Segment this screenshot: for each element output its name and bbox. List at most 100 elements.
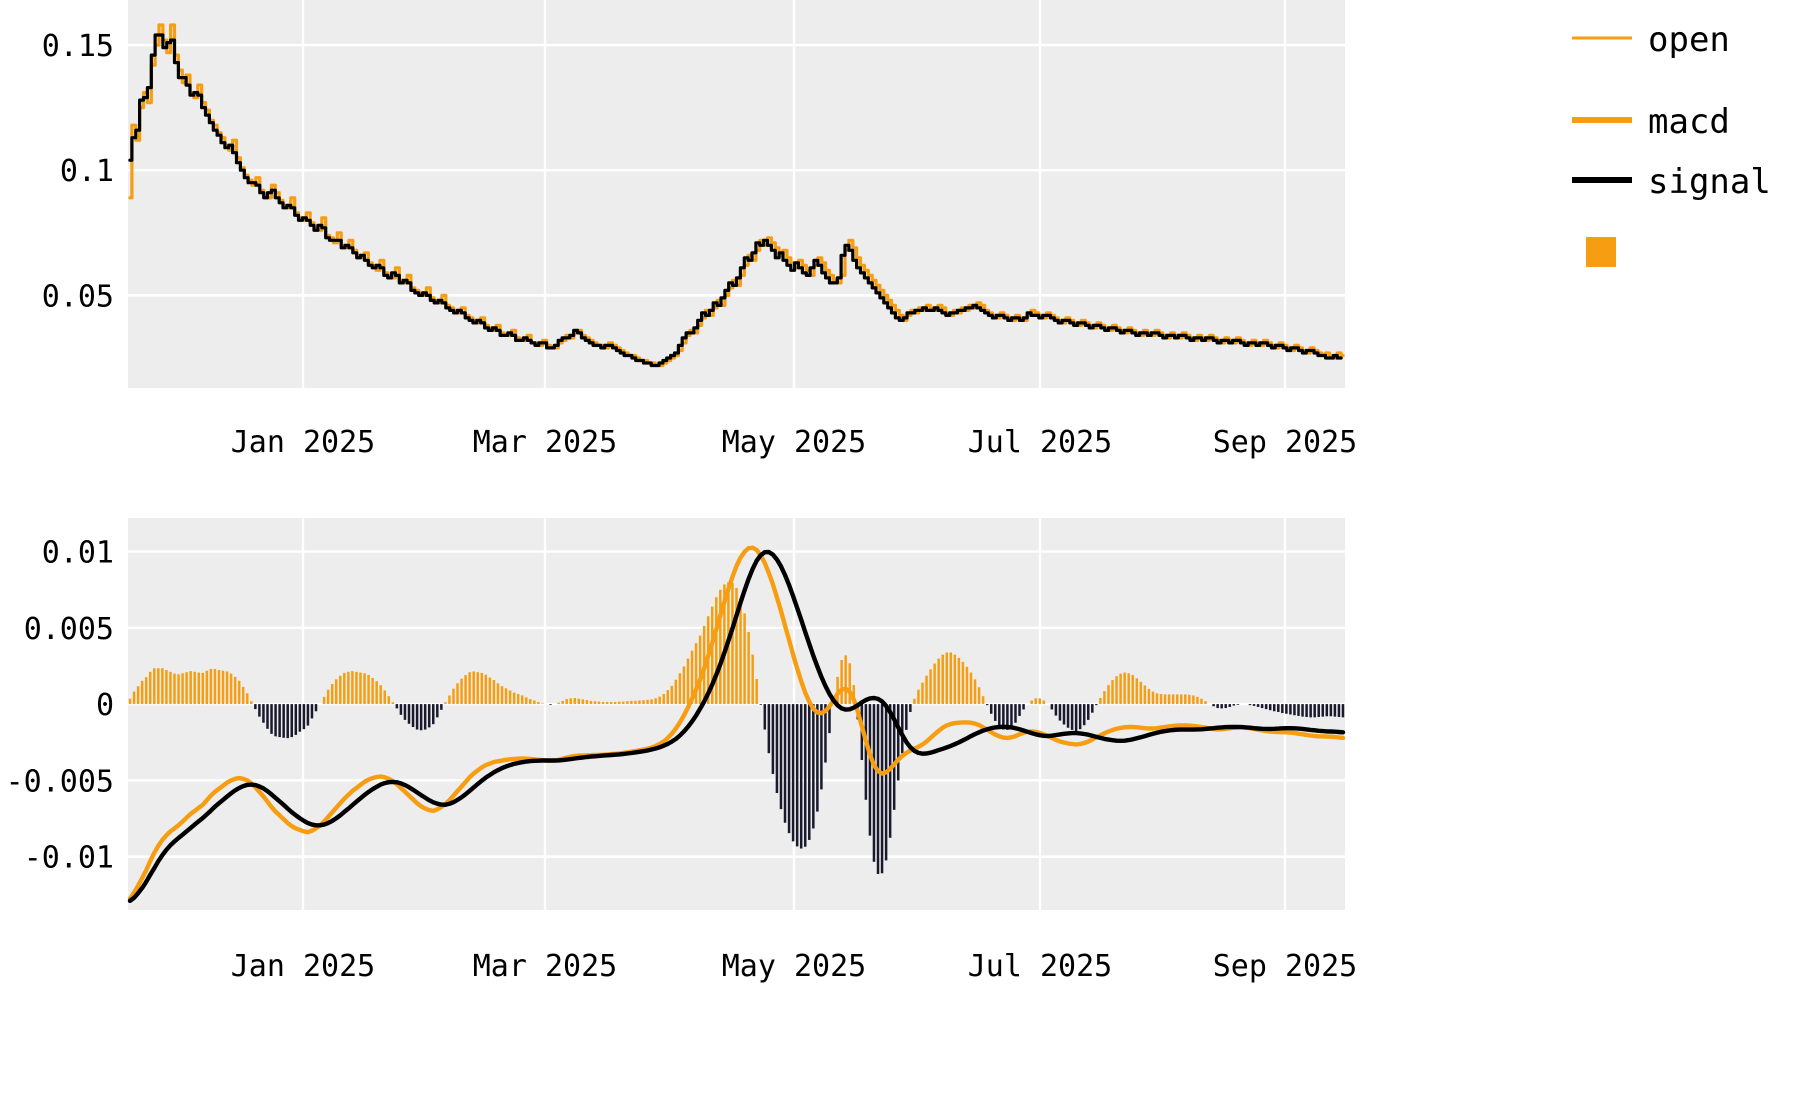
y-tick-label: 0 bbox=[96, 688, 114, 723]
histogram-bar bbox=[387, 696, 391, 705]
histogram-bar bbox=[492, 680, 496, 705]
y-tick-label: 0.1 bbox=[60, 154, 114, 189]
histogram-bar bbox=[1159, 694, 1163, 705]
histogram-bar bbox=[1297, 704, 1300, 716]
histogram-bar bbox=[1115, 676, 1118, 705]
histogram-bar bbox=[181, 673, 184, 705]
histogram-bar bbox=[1268, 704, 1272, 711]
x-tick-label: Jan 2025 bbox=[231, 425, 376, 460]
histogram-bar bbox=[375, 681, 378, 705]
histogram-bar bbox=[763, 704, 767, 730]
histogram-bar bbox=[933, 663, 936, 705]
legend-patch-swatch bbox=[1586, 237, 1616, 267]
histogram-bar bbox=[783, 704, 787, 823]
histogram-bar bbox=[731, 582, 734, 705]
histogram-bar bbox=[577, 698, 581, 705]
histogram-bar bbox=[322, 696, 326, 705]
histogram-bar bbox=[1050, 704, 1054, 710]
histogram-bar bbox=[642, 700, 645, 705]
histogram-bar bbox=[585, 700, 589, 705]
legend-entry[interactable]: signal bbox=[1572, 162, 1771, 202]
histogram-bar bbox=[1196, 696, 1199, 705]
histogram-bar bbox=[250, 701, 253, 705]
histogram-bar bbox=[423, 704, 427, 730]
histogram-bar bbox=[302, 704, 306, 730]
histogram-bar bbox=[1175, 694, 1179, 705]
histogram-bar bbox=[803, 704, 807, 847]
histogram-bar bbox=[351, 671, 354, 705]
histogram-bar bbox=[650, 699, 653, 705]
histogram-bar bbox=[185, 672, 188, 705]
histogram-bar bbox=[298, 704, 302, 732]
histogram-bar bbox=[840, 659, 843, 705]
histogram-bar bbox=[136, 686, 140, 705]
histogram-bar bbox=[597, 701, 601, 705]
y-tick-label: -0.005 bbox=[6, 764, 114, 799]
histogram-bar bbox=[719, 589, 722, 705]
histogram-bar bbox=[399, 704, 403, 715]
histogram-bar bbox=[330, 684, 334, 705]
y-tick-label: 0.005 bbox=[24, 612, 114, 647]
histogram-bar bbox=[1074, 704, 1078, 731]
histogram-bar bbox=[1313, 704, 1316, 718]
histogram-bar bbox=[654, 698, 657, 705]
histogram-bar bbox=[1014, 704, 1017, 723]
histogram-bar bbox=[1184, 694, 1187, 705]
histogram-bar bbox=[359, 672, 362, 705]
histogram-bar bbox=[1034, 698, 1037, 705]
histogram-bar bbox=[440, 704, 443, 710]
histogram-bar bbox=[201, 672, 205, 705]
histogram-bar bbox=[173, 673, 176, 705]
series-close bbox=[128, 33, 1343, 368]
histogram-bar bbox=[460, 678, 463, 705]
histogram-bar bbox=[816, 704, 819, 812]
histogram-bar bbox=[767, 704, 771, 754]
histogram-bar bbox=[520, 695, 524, 705]
histogram-bar bbox=[698, 635, 702, 705]
histogram-bar bbox=[448, 695, 451, 705]
legend-entry[interactable] bbox=[1586, 237, 1616, 267]
histogram-bar bbox=[504, 688, 508, 705]
histogram-bar bbox=[613, 701, 617, 705]
histogram-bar bbox=[581, 699, 585, 705]
histogram-bar bbox=[985, 704, 989, 706]
histogram-bar bbox=[1256, 704, 1260, 707]
histogram-bar bbox=[609, 701, 613, 705]
histogram-bar bbox=[1018, 704, 1021, 716]
histogram-bar bbox=[884, 704, 888, 861]
histogram-bar bbox=[383, 690, 386, 705]
histogram-bar bbox=[1143, 685, 1147, 705]
histogram-bar bbox=[1329, 704, 1333, 717]
histogram-bar bbox=[468, 672, 471, 705]
macd-histogram bbox=[128, 582, 1345, 874]
histogram-bar bbox=[1022, 704, 1025, 710]
histogram-bar bbox=[1006, 704, 1009, 730]
histogram-bar bbox=[246, 693, 249, 705]
histogram-bar bbox=[1216, 704, 1219, 709]
histogram-bar bbox=[872, 704, 876, 862]
histogram-bar bbox=[161, 668, 164, 705]
histogram-bar bbox=[1147, 689, 1151, 705]
histogram-bar bbox=[533, 700, 536, 705]
histogram-bar bbox=[953, 654, 957, 705]
legend-entry[interactable]: open bbox=[1572, 20, 1730, 60]
histogram-bar bbox=[751, 654, 754, 705]
histogram-bar bbox=[334, 679, 338, 705]
histogram-bar bbox=[905, 704, 908, 730]
histogram-bar bbox=[965, 666, 969, 705]
histogram-bar bbox=[488, 677, 492, 705]
histogram-bar bbox=[921, 682, 924, 705]
histogram-bar bbox=[355, 671, 358, 705]
histogram-bar bbox=[795, 704, 799, 847]
histogram-bar bbox=[994, 704, 997, 721]
legend-entry[interactable]: macd bbox=[1572, 102, 1730, 142]
y-tick-label: -0.01 bbox=[24, 841, 114, 876]
histogram-bar bbox=[1107, 685, 1110, 705]
histogram-bar bbox=[1131, 675, 1134, 705]
histogram-bar bbox=[1232, 704, 1236, 706]
histogram-bar bbox=[1337, 704, 1341, 717]
histogram-bar bbox=[419, 704, 423, 731]
histogram-bar bbox=[270, 704, 273, 734]
histogram-bar bbox=[949, 652, 953, 705]
histogram-bar bbox=[1038, 698, 1041, 705]
